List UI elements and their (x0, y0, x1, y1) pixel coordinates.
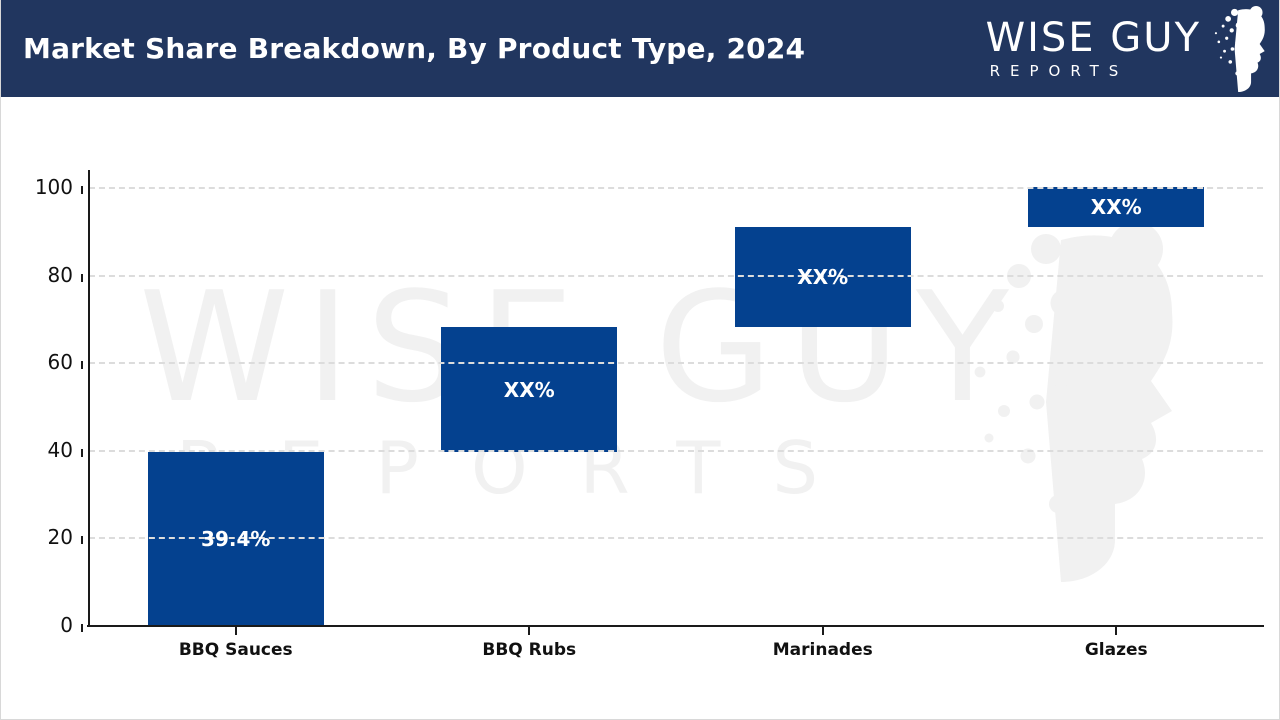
page-title: Market Share Breakdown, By Product Type,… (23, 32, 806, 65)
logo-head-dots-icon (1195, 5, 1267, 92)
gridline (89, 449, 1263, 452)
x-tick-label: BBQ Sauces (178, 640, 293, 660)
gridline (89, 362, 1263, 365)
header: Market Share Breakdown, By Product Type,… (1, 0, 1279, 97)
bar-value-label: XX% (797, 265, 849, 289)
x-tick-label: Glazes (1084, 640, 1148, 660)
y-tick-label: 0 (60, 613, 73, 637)
bar-value-label: XX% (503, 377, 555, 402)
x-axis-tick (821, 627, 824, 635)
y-tick-label: 80 (47, 262, 73, 287)
y-tick-label: 40 (47, 437, 73, 462)
x-axis-tick (234, 627, 237, 635)
gridline (89, 274, 1263, 277)
bar (441, 326, 618, 453)
y-axis-tick (81, 361, 83, 370)
logo-subtext: REPORTS (989, 61, 1129, 80)
y-tick-label: 20 (47, 525, 73, 550)
wiseguy-logo: WISE GUY REPORTS (985, 5, 1267, 92)
y-axis-tick (81, 186, 83, 194)
y-axis-line (88, 170, 90, 627)
y-axis-tick (81, 273, 83, 282)
bar (734, 227, 911, 327)
y-axis-tick (81, 448, 83, 457)
gridline (89, 187, 1263, 189)
bar (1028, 187, 1205, 228)
gridline (89, 537, 1263, 540)
y-axis-tick (81, 624, 83, 632)
y-axis-tick (81, 536, 83, 545)
y-tick-label: 60 (47, 350, 73, 375)
bar-value-label: XX% (1090, 195, 1142, 220)
x-tick-label: Marinades (772, 640, 873, 660)
y-tick-label: 100 (34, 175, 73, 199)
logo-wordmark: WISE GUY (985, 14, 1201, 61)
x-tick-label: BBQ Rubs (482, 640, 577, 660)
x-axis-line (87, 625, 1264, 627)
x-axis-tick (528, 627, 531, 635)
bar-value-label: 39.4% (201, 526, 271, 551)
x-axis-tick (1115, 627, 1118, 635)
